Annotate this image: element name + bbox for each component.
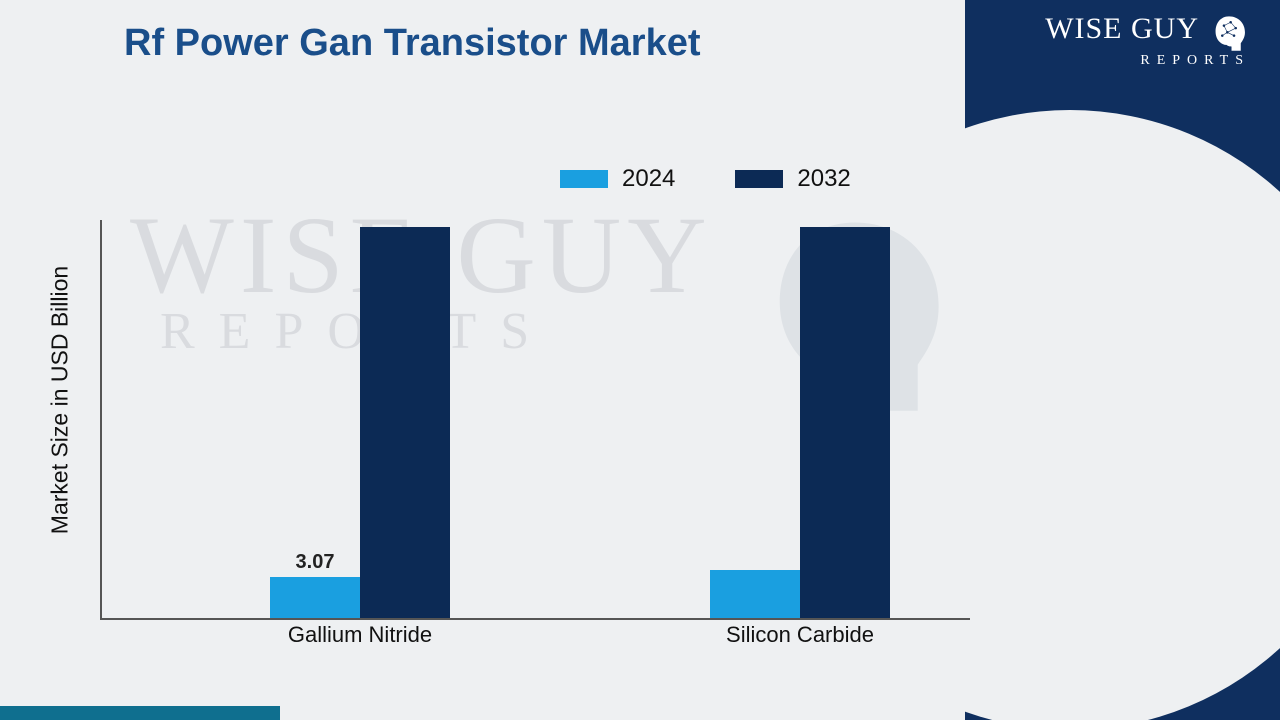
bottom-accent-strip	[0, 706, 280, 720]
legend-swatch-2024	[560, 170, 608, 188]
legend: 2024 2032	[560, 165, 851, 193]
legend-swatch-2032	[735, 170, 783, 188]
plot-area: 3.07 Gallium Nitride Silicon Carbide	[100, 220, 970, 620]
bar-group-0: 3.07 Gallium Nitride	[270, 227, 450, 618]
bar-2032-gallium-nitride	[360, 227, 450, 618]
chart-title: Rf Power Gan Transistor Market	[124, 22, 701, 65]
bar-group-1: Silicon Carbide	[710, 227, 890, 618]
y-axis-line	[100, 220, 102, 620]
legend-label-2032: 2032	[797, 165, 850, 193]
bar-label-2024-gallium-nitride: 3.07	[296, 551, 335, 574]
x-category-1: Silicon Carbide	[720, 618, 880, 647]
chart-canvas: WISE GUY REPORTS Rf Power Gan Transistor…	[0, 0, 1280, 720]
bar-2024-gallium-nitride: 3.07	[270, 577, 360, 618]
brand-line2: REPORTS	[1045, 53, 1250, 69]
y-axis-label: Market Size in USD Billion	[47, 266, 74, 534]
brand-line1: WISE GUY	[1045, 12, 1199, 45]
legend-item-2032: 2032	[735, 165, 850, 193]
bar-2024-silicon-carbide	[710, 570, 800, 618]
x-category-0: Gallium Nitride	[280, 618, 440, 647]
brand-head-icon	[1208, 13, 1250, 55]
legend-label-2024: 2024	[622, 165, 675, 193]
bar-2032-silicon-carbide	[800, 227, 890, 618]
legend-item-2024: 2024	[560, 165, 675, 193]
brand-logo: WISE GUY REPORTS	[1045, 12, 1250, 69]
